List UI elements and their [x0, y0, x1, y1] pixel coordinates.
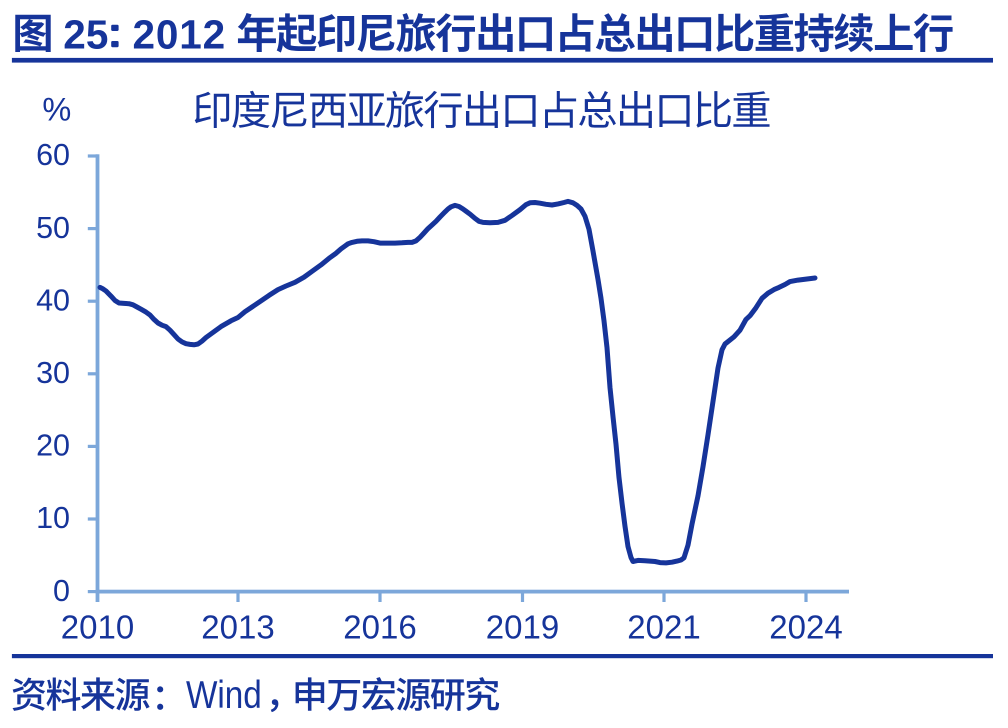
- svg-text:2010: 2010: [61, 609, 134, 646]
- svg-text:2012: 2012: [133, 11, 226, 57]
- svg-text:50: 50: [36, 211, 70, 245]
- svg-text:Wind: Wind: [186, 672, 262, 716]
- svg-text:30: 30: [36, 356, 70, 390]
- svg-text:2024: 2024: [769, 609, 842, 646]
- svg-text:40: 40: [36, 283, 70, 317]
- svg-text:10: 10: [36, 501, 70, 535]
- svg-text:20: 20: [36, 429, 70, 463]
- svg-text:2016: 2016: [343, 609, 416, 646]
- svg-text:2013: 2013: [201, 609, 274, 646]
- svg-text:2021: 2021: [627, 609, 700, 646]
- svg-text:0: 0: [53, 574, 70, 608]
- svg-text:%: %: [42, 91, 71, 127]
- svg-text:25: 25: [63, 11, 108, 57]
- svg-text:60: 60: [36, 138, 70, 172]
- svg-text:2019: 2019: [486, 609, 559, 646]
